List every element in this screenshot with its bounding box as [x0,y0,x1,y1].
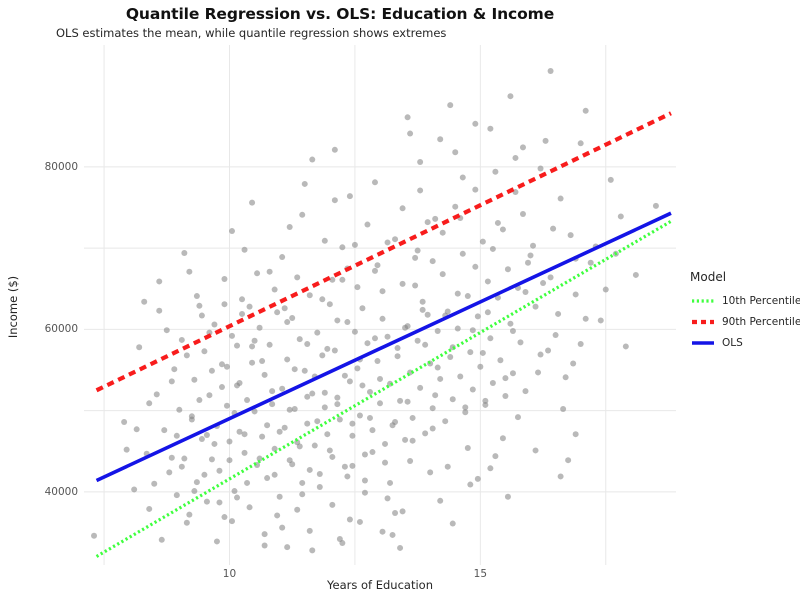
x-tick-label: 15 [473,568,488,580]
y-tick-labels: 40000 60000 80000 [0,45,78,565]
x-tick-label: 10 [222,568,237,580]
legend-item-label: 90th Percentile [722,316,800,328]
y-tick-label: 80000 [44,160,78,173]
legend-item-label: 10th Percentile [722,295,800,307]
y-tick-label: 60000 [44,323,78,336]
regression-line-10th-percentile [95,219,672,558]
chart-subtitle: OLS estimates the mean, while quantile r… [56,26,447,40]
legend-item-ols[interactable]: OLS [690,334,743,352]
legend-item-10th-percentile[interactable]: 10th Percentile [690,292,800,310]
legend-item-label: OLS [722,337,743,349]
legend-swatch-icon [690,337,716,349]
x-tick-labels: 10 15 [84,568,676,584]
legend-item-90th-percentile[interactable]: 90th Percentile [690,313,800,331]
regression-line-90th-percentile [95,111,672,393]
legend-title: Model [690,270,727,284]
legend-swatch-icon [690,316,716,328]
plot-canvas [84,45,676,565]
chart-title: Quantile Regression vs. OLS: Education &… [125,5,555,23]
regression-line-ols [95,211,672,483]
legend-swatch-icon [690,295,716,307]
plot-area [84,45,676,565]
scatter-points [91,68,659,554]
y-tick-label: 40000 [44,485,78,498]
x-axis-label: Years of Education [327,578,433,592]
